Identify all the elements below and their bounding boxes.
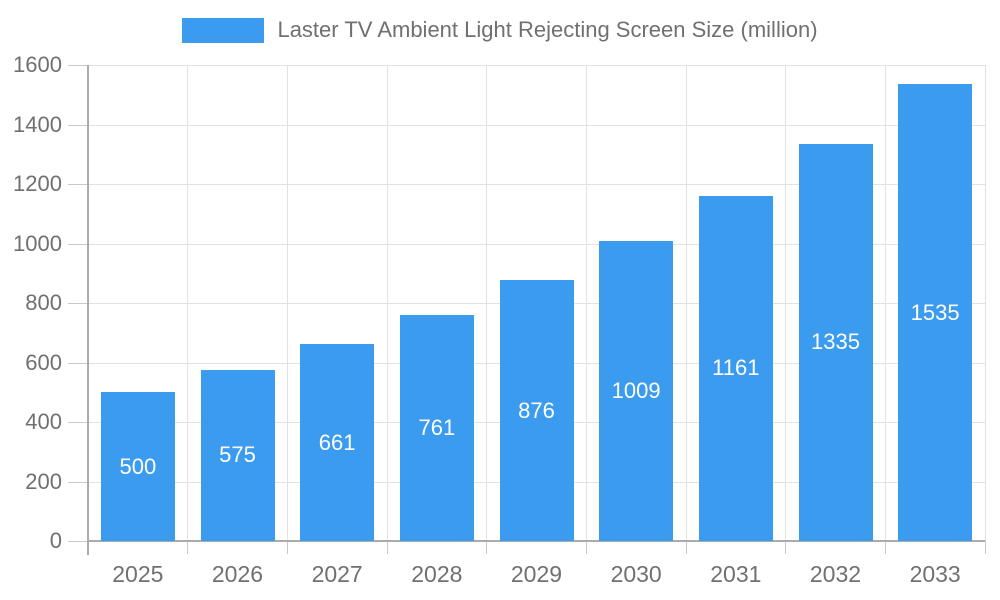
gridline-horizontal — [88, 243, 985, 245]
x-axis-tick — [685, 541, 687, 554]
x-axis-tick — [187, 541, 189, 554]
x-axis-tick — [386, 541, 388, 554]
y-axis-tick — [68, 303, 88, 304]
plot-area: 0 200 400 600 800 1000 1200 1400 1600 2025 2026 202… — [13, 53, 986, 586]
bar-value-label: 761 — [418, 414, 456, 440]
gridline-vertical — [984, 65, 986, 541]
y-axis-tick — [68, 124, 88, 126]
legend-swatch — [182, 17, 265, 43]
bar-value-label: 500 — [119, 453, 157, 479]
y-axis-label: 200 — [25, 468, 62, 494]
gridline-horizontal — [88, 124, 985, 126]
x-axis-tick — [984, 541, 986, 554]
y-axis-tick — [68, 422, 88, 423]
x-axis-tick — [884, 541, 886, 554]
bar[interactable]: 1161 — [698, 195, 773, 541]
bar[interactable]: 661 — [300, 344, 375, 541]
bar[interactable]: 876 — [499, 280, 574, 541]
y-axis-label: 1600 — [13, 52, 62, 77]
bar-value-label: 1009 — [611, 377, 661, 403]
bar[interactable]: 761 — [399, 314, 474, 541]
legend-label: Laster TV Ambient Light Rejecting Screen… — [277, 17, 818, 42]
gridline-vertical — [685, 65, 687, 541]
bar-value-label: 1535 — [910, 299, 960, 325]
legend-item[interactable]: Laster TV Ambient Light Rejecting Screen… — [0, 17, 1000, 43]
y-axis-tick — [68, 184, 88, 185]
x-axis-label: 2032 — [809, 561, 862, 587]
x-axis-label: 2029 — [510, 561, 563, 587]
x-axis-label: 2025 — [112, 561, 164, 587]
y-axis-label: 0 — [49, 528, 62, 553]
bar[interactable]: 1009 — [599, 240, 674, 541]
x-axis-label: 2031 — [710, 561, 762, 587]
gridline-vertical — [286, 65, 288, 541]
x-axis-tick — [486, 541, 488, 554]
x-axis-label: 2027 — [311, 561, 363, 587]
bar[interactable]: 500 — [100, 392, 175, 541]
bar-value-label: 1335 — [811, 329, 860, 355]
y-axis-label: 1000 — [13, 230, 62, 256]
y-axis-line — [87, 65, 89, 555]
x-axis-label: 2028 — [411, 561, 463, 587]
gridline-vertical — [585, 65, 587, 541]
bar-value-label: 575 — [219, 442, 256, 468]
x-axis-tick — [785, 541, 787, 554]
x-axis-tick — [585, 541, 587, 554]
x-axis-label: 2026 — [211, 561, 264, 587]
y-axis-label: 1200 — [13, 171, 62, 196]
y-axis-tick — [68, 243, 88, 245]
x-axis-line — [88, 540, 985, 542]
y-axis-label: 600 — [25, 349, 62, 375]
x-axis-label: 2033 — [909, 561, 961, 587]
y-axis-tick — [68, 362, 88, 364]
gridline-vertical — [486, 65, 488, 541]
x-axis-label: 2030 — [610, 561, 662, 587]
bar-value-label: 1161 — [712, 355, 760, 381]
bar-value-label: 876 — [518, 397, 555, 423]
y-axis-tick — [68, 541, 88, 542]
y-axis-label: 800 — [25, 290, 62, 315]
y-axis-tick — [68, 65, 88, 66]
y-axis-label: 400 — [25, 409, 62, 434]
gridline-vertical — [386, 65, 388, 541]
gridline-horizontal — [88, 65, 985, 66]
bar[interactable]: 1335 — [798, 143, 873, 541]
bar[interactable]: 1535 — [898, 84, 973, 541]
y-axis-tick — [68, 481, 88, 483]
gridline-horizontal — [88, 184, 985, 185]
gridline-vertical — [785, 65, 787, 541]
x-axis-tick — [286, 541, 288, 554]
gridline-vertical — [884, 65, 886, 541]
gridline-vertical — [187, 65, 189, 541]
bar[interactable]: 575 — [200, 369, 275, 541]
y-axis-label: 1400 — [13, 111, 62, 137]
bar-value-label: 661 — [318, 429, 356, 455]
